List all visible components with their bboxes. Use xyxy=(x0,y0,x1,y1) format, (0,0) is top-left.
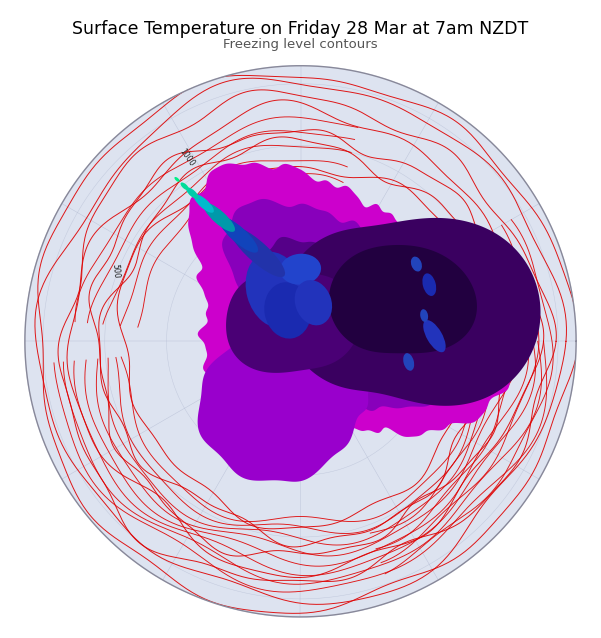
Ellipse shape xyxy=(194,195,214,212)
Polygon shape xyxy=(222,199,478,411)
Ellipse shape xyxy=(180,182,189,190)
Ellipse shape xyxy=(423,320,446,352)
Ellipse shape xyxy=(230,226,285,277)
Polygon shape xyxy=(282,218,540,406)
Ellipse shape xyxy=(411,256,422,272)
Ellipse shape xyxy=(420,309,428,322)
Ellipse shape xyxy=(246,252,304,328)
PathPatch shape xyxy=(25,66,576,617)
Ellipse shape xyxy=(174,177,180,182)
Ellipse shape xyxy=(403,353,414,371)
Polygon shape xyxy=(255,237,451,389)
Circle shape xyxy=(25,66,576,617)
Ellipse shape xyxy=(218,216,258,253)
Ellipse shape xyxy=(203,203,235,232)
Polygon shape xyxy=(329,245,477,353)
Ellipse shape xyxy=(294,280,332,325)
Text: Freezing level contours: Freezing level contours xyxy=(223,38,378,51)
Ellipse shape xyxy=(423,273,436,296)
Ellipse shape xyxy=(264,282,311,339)
Polygon shape xyxy=(226,273,360,373)
Polygon shape xyxy=(188,163,523,437)
Text: 500: 500 xyxy=(110,263,120,279)
Text: Surface Temperature on Friday 28 Mar at 7am NZDT: Surface Temperature on Friday 28 Mar at … xyxy=(72,20,529,38)
Ellipse shape xyxy=(280,254,321,285)
Ellipse shape xyxy=(186,188,198,199)
Polygon shape xyxy=(198,300,380,482)
Text: 1000: 1000 xyxy=(178,147,197,168)
